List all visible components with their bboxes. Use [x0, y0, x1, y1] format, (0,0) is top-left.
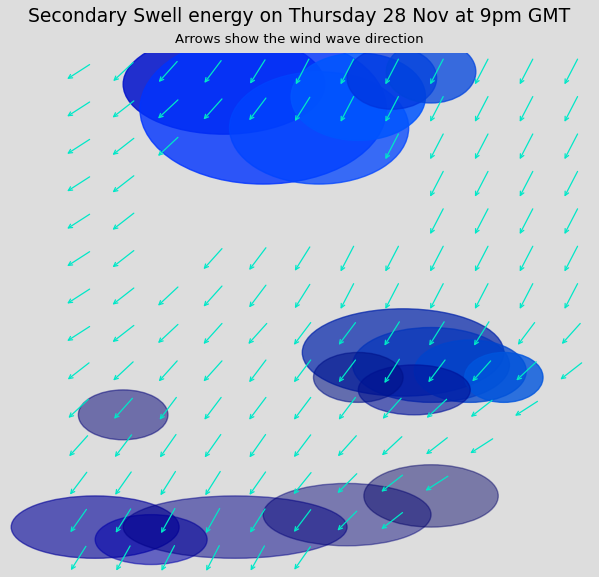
Ellipse shape [358, 365, 470, 415]
Ellipse shape [313, 353, 403, 402]
Ellipse shape [302, 309, 504, 396]
Ellipse shape [465, 353, 543, 402]
Ellipse shape [11, 496, 179, 559]
Ellipse shape [415, 340, 527, 402]
Ellipse shape [364, 464, 498, 527]
Ellipse shape [78, 390, 168, 440]
Ellipse shape [123, 496, 347, 559]
Ellipse shape [140, 35, 386, 184]
Ellipse shape [386, 40, 476, 103]
Ellipse shape [291, 53, 425, 140]
Text: Secondary Swell energy on Thursday 28 Nov at 9pm GMT: Secondary Swell energy on Thursday 28 No… [28, 8, 571, 27]
Ellipse shape [123, 35, 325, 134]
Ellipse shape [263, 484, 431, 546]
Text: Arrows show the wind wave direction: Arrows show the wind wave direction [175, 33, 424, 46]
Ellipse shape [353, 328, 509, 402]
Ellipse shape [347, 47, 437, 109]
Ellipse shape [229, 72, 409, 184]
Ellipse shape [95, 515, 207, 564]
